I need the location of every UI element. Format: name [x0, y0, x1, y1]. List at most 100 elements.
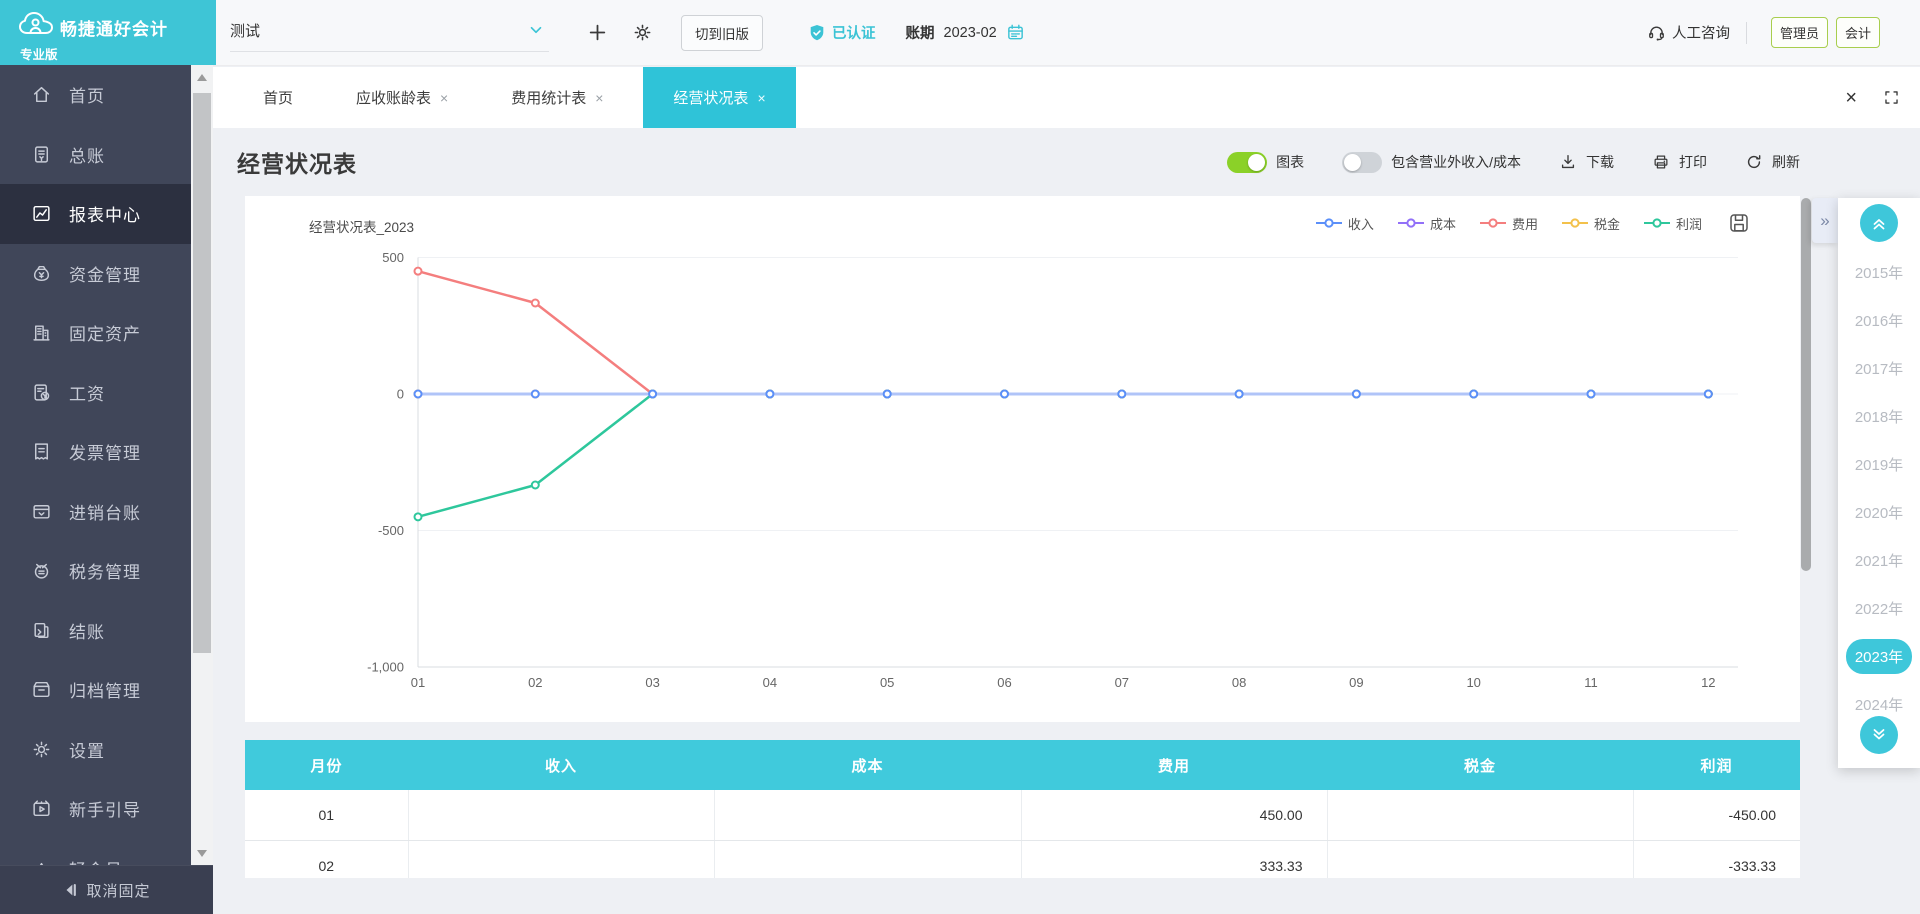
year-option-2020年[interactable]: 2020年 [1854, 504, 1904, 522]
sidebar-item-label: 工资 [69, 384, 105, 404]
sidebar-item-轻会员[interactable]: 轻会员 [0, 839, 191, 866]
company-name: 测试 [230, 22, 261, 40]
sidebar-item-label: 发票管理 [69, 444, 141, 464]
unpin-sidebar-button[interactable]: 取消固定 [0, 865, 213, 914]
sidebar-item-label: 首页 [69, 87, 105, 107]
sidebar-scrollbar[interactable] [191, 65, 213, 866]
sidebar-scrollbar-thumb[interactable] [193, 93, 211, 653]
sidebar-item-税务管理[interactable]: 税务管理 [0, 541, 191, 601]
salary-icon [31, 382, 52, 403]
svg-text:10: 10 [1466, 675, 1480, 690]
include-nonoperating-toggle[interactable] [1342, 151, 1383, 173]
year-option-2018年[interactable]: 2018年 [1854, 408, 1904, 426]
scroll-up-arrow-icon[interactable] [197, 74, 207, 81]
year-option-2017年[interactable]: 2017年 [1854, 360, 1904, 378]
legend-item-收入[interactable]: 收入 [1315, 214, 1374, 233]
sidebar-item-结账[interactable]: 结账 [0, 601, 191, 661]
print-button[interactable]: 打印 [1652, 152, 1707, 172]
refresh-button[interactable]: 刷新 [1745, 152, 1800, 172]
sidebar-item-报表中心[interactable]: 报表中心 [0, 184, 191, 244]
chart-toggle-label: 图表 [1276, 154, 1305, 170]
cell-value: 450.00 [1021, 790, 1328, 841]
legend-item-税金[interactable]: 税金 [1561, 214, 1620, 233]
sidebar-item-归档管理[interactable]: 归档管理 [0, 660, 191, 720]
svg-text:04: 04 [763, 675, 777, 690]
app-title: 畅捷通好会计 [60, 20, 168, 39]
double-chevron-up-icon [1873, 219, 1885, 230]
sidebar-item-总账[interactable]: 总账 [0, 125, 191, 185]
year-option-2021年[interactable]: 2021年 [1854, 552, 1904, 570]
line-chart: 500 0 -500 -1,000 01 02 03 04 05 06 07 08 09 10 11 12 [367, 250, 1738, 690]
tab-首页[interactable]: 首页 [240, 67, 316, 128]
svg-text:-1,000: -1,000 [367, 660, 404, 675]
tab-经营状况表[interactable]: 经营状况表 × [643, 67, 796, 128]
cell-month: 01 [245, 790, 409, 841]
sidebar-item-label: 结账 [69, 622, 105, 642]
sidebar-item-资金管理[interactable]: 资金管理 [0, 244, 191, 304]
tab-label: 应收账龄表 [356, 90, 432, 107]
column-header-利润: 利润 [1633, 740, 1800, 790]
year-scroll-down-button[interactable] [1860, 716, 1898, 754]
main-scrollbar-thumb[interactable] [1801, 198, 1811, 571]
sidebar-item-label: 进销台账 [69, 503, 141, 523]
chart-toggle[interactable] [1227, 151, 1268, 173]
sidebar-item-发票管理[interactable]: 发票管理 [0, 422, 191, 482]
legend-marker-icon [1315, 218, 1342, 228]
legend-item-费用[interactable]: 费用 [1479, 214, 1538, 233]
tab-费用统计表[interactable]: 费用统计表 × [488, 67, 626, 128]
switch-to-old-version-button[interactable]: 切到旧版 [681, 14, 763, 51]
sidebar-item-设置[interactable]: 设置 [0, 720, 191, 780]
sidebar-item-进销台账[interactable]: 进销台账 [0, 482, 191, 542]
table-row: 01 450.00 -450.00 [245, 790, 1800, 841]
sidebar-item-首页[interactable]: 首页 [0, 65, 191, 125]
sidebar-item-固定资产[interactable]: 固定资产 [0, 303, 191, 363]
fullscreen-icon[interactable] [1883, 89, 1900, 106]
cell-value [714, 790, 1022, 841]
report-table-wrap: 月份 收入 成本 费用 税金 利润 01 450.00 -450.00 02 333.33 -333… [245, 740, 1800, 878]
settings-button[interactable] [632, 22, 653, 43]
role-badge-admin[interactable]: 管理员 [1770, 17, 1828, 48]
guide-icon [31, 798, 52, 819]
role-badge-accountant[interactable]: 会计 [1835, 17, 1880, 48]
year-option-2024年[interactable]: 2024年 [1854, 696, 1904, 714]
year-scroll-up-button[interactable] [1860, 204, 1898, 242]
legend-item-成本[interactable]: 成本 [1397, 214, 1456, 233]
sidebar-item-label: 总账 [69, 146, 105, 166]
download-button[interactable]: 下载 [1559, 152, 1614, 172]
certified-label: 已认证 [832, 26, 876, 42]
scroll-down-arrow-icon[interactable] [197, 850, 207, 857]
close-all-tabs-button[interactable]: × [1845, 86, 1857, 109]
cell-value [1327, 840, 1634, 878]
sidebar-item-工资[interactable]: 工资 [0, 363, 191, 423]
save-chart-button[interactable] [1728, 212, 1750, 234]
unpin-label: 取消固定 [86, 882, 151, 900]
download-label: 下载 [1586, 154, 1614, 170]
add-account-button[interactable] [587, 22, 608, 43]
sidebar-item-新手引导[interactable]: 新手引导 [0, 779, 191, 839]
tab-close-icon[interactable]: × [440, 89, 449, 106]
tab-label: 费用统计表 [511, 90, 587, 107]
company-select[interactable]: 测试 [230, 14, 549, 52]
closing-icon [31, 620, 52, 641]
tab-close-icon[interactable]: × [595, 89, 604, 106]
year-option-2015年[interactable]: 2015年 [1854, 264, 1904, 282]
certified-badge[interactable]: 已认证 [807, 22, 876, 43]
year-option-2023年[interactable]: 2023年 [1838, 632, 1920, 680]
archive-icon [31, 679, 52, 700]
year-option-2016年[interactable]: 2016年 [1854, 312, 1904, 330]
tab-应收账龄表[interactable]: 应收账龄表 × [333, 67, 471, 128]
sidebar-menu: 首页总账报表中心 资金管理 固定资产工资发票管理进销台账税务管理结账归档管理 设置 新手… [0, 65, 191, 866]
year-option-2022年[interactable]: 2022年 [1854, 600, 1904, 618]
tab-close-icon[interactable]: × [757, 89, 766, 106]
svg-text:07: 07 [1115, 675, 1129, 690]
human-support-link[interactable]: 人工咨询 [1647, 22, 1730, 43]
svg-text:03: 03 [645, 675, 659, 690]
main-area: 测试 切到旧版 [213, 0, 1920, 914]
year-option-2019年[interactable]: 2019年 [1854, 456, 1904, 474]
collapse-year-panel-button[interactable]: » [1812, 198, 1838, 243]
legend-label: 收入 [1347, 216, 1374, 232]
sidebar: 畅捷通好会计 专业版 首页 总账 报表中心 资金管理 固定资产 工资 发票管理 进销台账 税务管… [0, 0, 216, 914]
accounting-period[interactable]: 账期 2023-02 [906, 22, 1025, 43]
legend-item-利润[interactable]: 利润 [1643, 214, 1702, 233]
